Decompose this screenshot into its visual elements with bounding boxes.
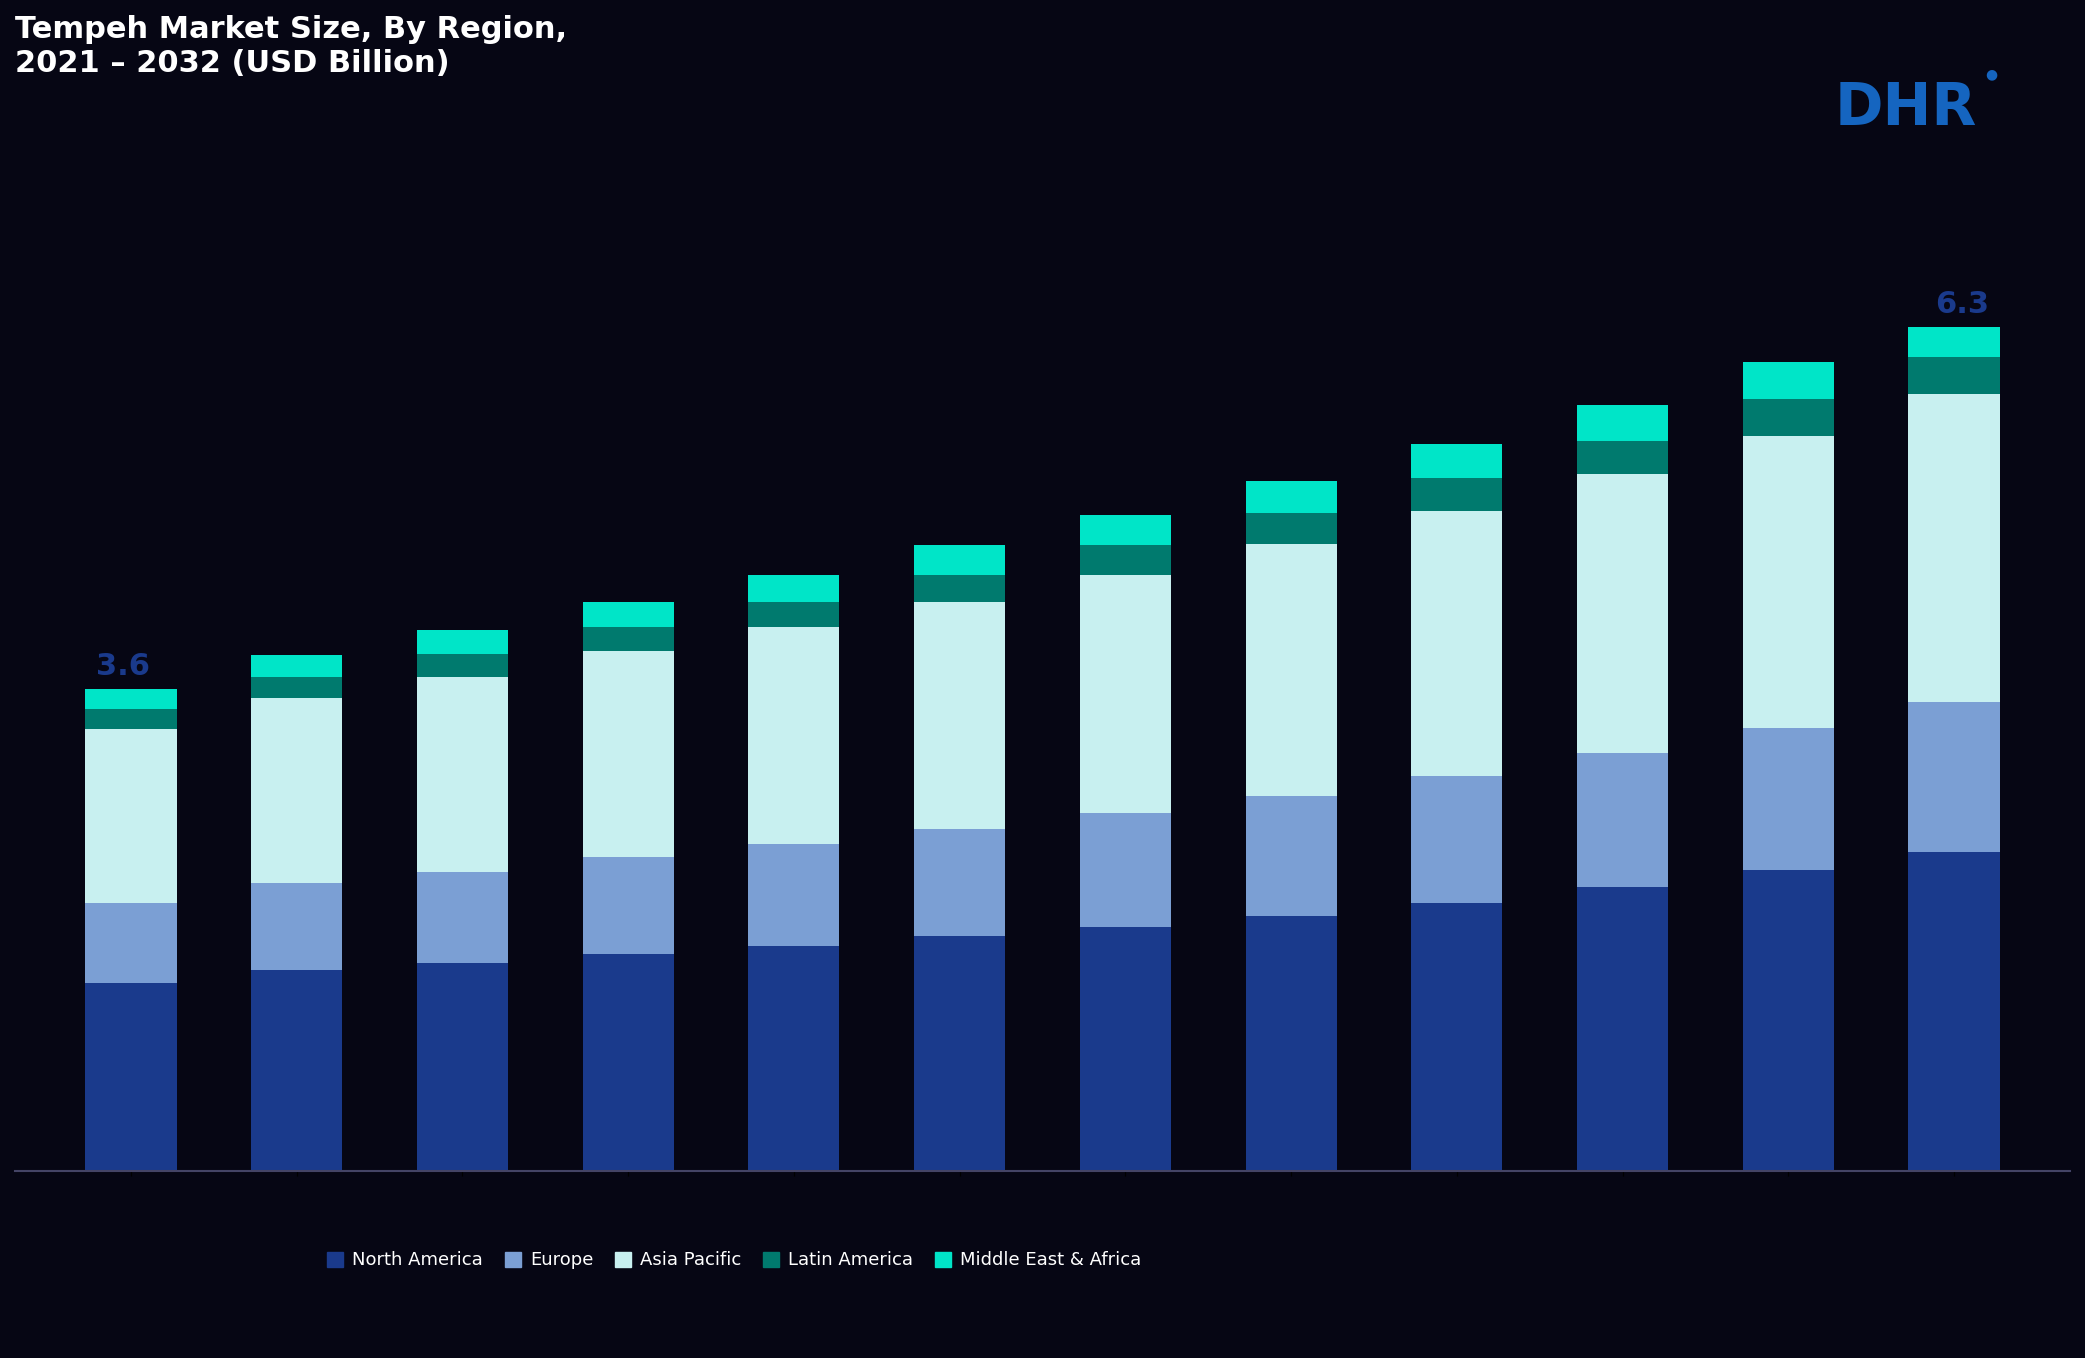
Bar [250,883,342,970]
Bar [250,676,342,698]
Text: 3.6: 3.6 [96,652,150,680]
Bar [417,872,509,963]
Bar [1245,513,1336,545]
Bar [417,676,509,872]
Bar [1743,361,1835,399]
Bar [913,546,1005,574]
Bar [85,983,177,1171]
Bar [749,845,840,947]
Bar [582,857,673,953]
Bar [582,602,673,627]
Bar [1245,917,1336,1171]
Bar [1908,357,2000,394]
Bar [1743,399,1835,436]
Text: Tempeh Market Size, By Region,
2021 – 2032 (USD Billion): Tempeh Market Size, By Region, 2021 – 20… [15,15,567,77]
Text: DHR: DHR [1835,80,1977,137]
Bar [1080,928,1172,1171]
Bar [85,729,177,903]
Bar [913,574,1005,602]
Bar [1908,851,2000,1171]
Bar [417,963,509,1171]
Bar [1576,441,1668,474]
Bar [1080,813,1172,928]
Bar [85,903,177,983]
Bar [1412,511,1503,775]
Bar [417,655,509,676]
Bar [250,655,342,676]
Bar [1576,752,1668,887]
Bar [85,689,177,709]
Bar [85,709,177,729]
Bar [1412,444,1503,478]
Bar [1576,887,1668,1171]
Bar [1412,775,1503,903]
Bar [1245,481,1336,513]
Bar [1576,405,1668,441]
Bar [1743,436,1835,728]
Bar [1412,478,1503,511]
Bar [582,627,673,652]
Bar [1743,869,1835,1171]
Bar [913,937,1005,1171]
Bar [913,830,1005,937]
Bar [1908,702,2000,851]
Bar [1576,474,1668,752]
Text: ●: ● [1985,68,1997,81]
Bar [250,698,342,883]
Legend: North America, Europe, Asia Pacific, Latin America, Middle East & Africa: North America, Europe, Asia Pacific, Lat… [319,1244,1149,1277]
Bar [1412,903,1503,1171]
Bar [250,970,342,1171]
Bar [913,602,1005,830]
Bar [1080,515,1172,546]
Text: 6.3: 6.3 [1935,291,1989,319]
Bar [749,574,840,602]
Bar [582,652,673,857]
Bar [1908,327,2000,357]
Bar [417,630,509,655]
Bar [1245,796,1336,917]
Bar [1908,394,2000,702]
Bar [1080,574,1172,813]
Bar [582,953,673,1171]
Bar [749,947,840,1171]
Bar [749,627,840,845]
Bar [1743,728,1835,869]
Bar [1245,545,1336,796]
Bar [749,602,840,627]
Bar [1080,546,1172,574]
